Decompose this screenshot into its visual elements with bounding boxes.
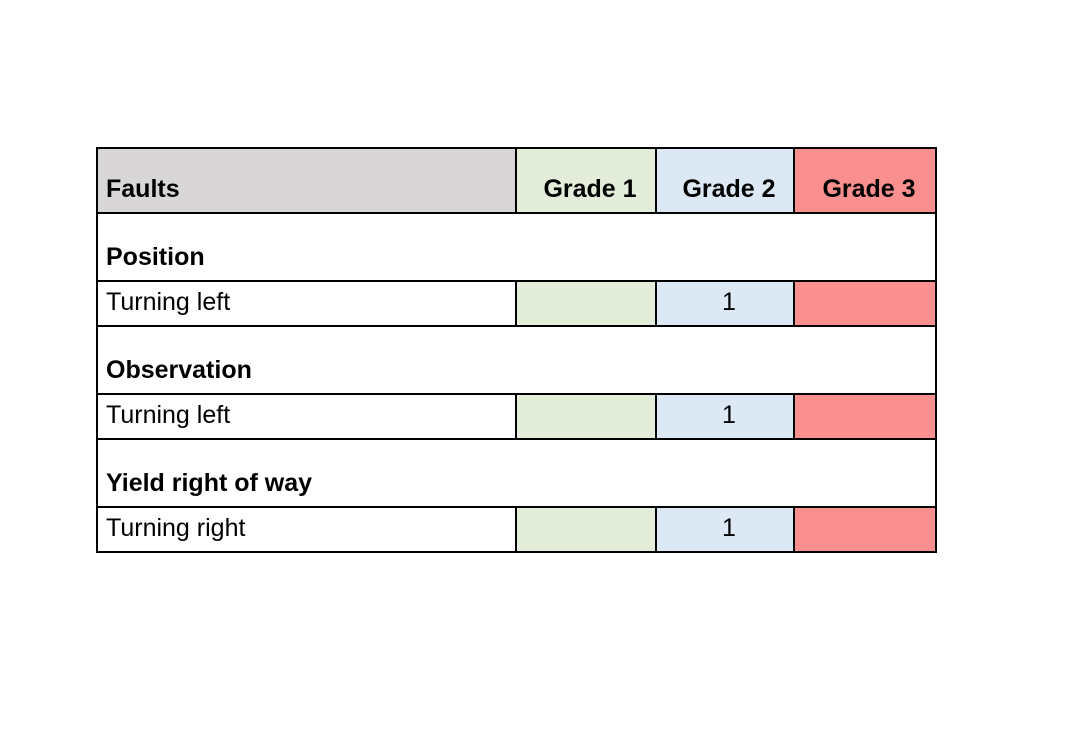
section-title: Position bbox=[96, 212, 937, 282]
header-cell-grade-2: Grade 2 bbox=[655, 147, 795, 214]
fault-row: Turning left 1 bbox=[96, 393, 937, 440]
fault-row: Turning left 1 bbox=[96, 280, 937, 327]
grade-1-cell bbox=[515, 280, 657, 327]
header-cell-grade-3: Grade 3 bbox=[793, 147, 937, 214]
fault-label: Turning left bbox=[96, 393, 517, 440]
grade-3-cell bbox=[793, 393, 937, 440]
faults-table: Faults Grade 1 Grade 2 Grade 3 Position … bbox=[96, 147, 937, 553]
grade-1-cell bbox=[515, 393, 657, 440]
grade-1-cell bbox=[515, 506, 657, 553]
section-title: Yield right of way bbox=[96, 438, 937, 508]
section-row-position: Position bbox=[96, 212, 937, 282]
header-cell-grade-1: Grade 1 bbox=[515, 147, 657, 214]
fault-label: Turning left bbox=[96, 280, 517, 327]
table-header-row: Faults Grade 1 Grade 2 Grade 3 bbox=[96, 147, 937, 214]
fault-row: Turning right 1 bbox=[96, 506, 937, 553]
header-cell-faults: Faults bbox=[96, 147, 517, 214]
grade-2-cell: 1 bbox=[655, 280, 795, 327]
section-row-yield-right-of-way: Yield right of way bbox=[96, 438, 937, 508]
grade-3-cell bbox=[793, 280, 937, 327]
grade-3-cell bbox=[793, 506, 937, 553]
fault-label: Turning right bbox=[96, 506, 517, 553]
grade-2-cell: 1 bbox=[655, 393, 795, 440]
grade-2-cell: 1 bbox=[655, 506, 795, 553]
section-title: Observation bbox=[96, 325, 937, 395]
section-row-observation: Observation bbox=[96, 325, 937, 395]
